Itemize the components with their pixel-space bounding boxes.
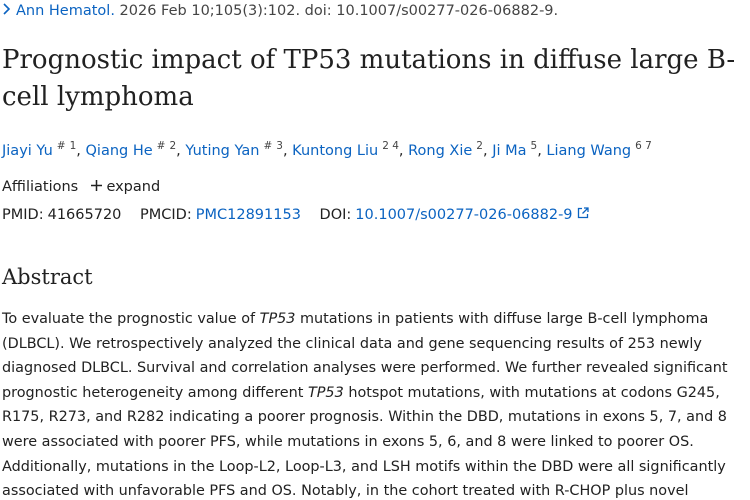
author-separator: , xyxy=(76,142,81,159)
identifiers: PMID: 41665720 PMCID: PMC12891153 DOI: 10.1… xyxy=(2,207,589,223)
affiliation-numbers: 2 xyxy=(476,140,483,152)
affiliations-label: Affiliations xyxy=(2,179,79,195)
plus-icon xyxy=(90,180,102,191)
author-name[interactable]: Jiayi Yu xyxy=(2,142,53,159)
author-separator: , xyxy=(398,142,404,159)
author-name[interactable]: Liang Wang xyxy=(546,142,632,159)
abstract-segment: mutations in patients with diffuse large… xyxy=(2,311,728,401)
author-separator: , xyxy=(176,142,181,159)
author-name[interactable]: Ji Ma xyxy=(492,142,527,159)
author-name[interactable]: Kuntong Liu xyxy=(292,142,379,159)
author-separator: , xyxy=(482,142,488,159)
author-separator: , xyxy=(282,142,288,159)
equal-contribution-mark: # xyxy=(156,140,166,152)
affiliation-numbers: 1 xyxy=(69,140,77,152)
doi-link[interactable]: 10.1007/s00277-026-06882-9 xyxy=(355,207,573,223)
author-name[interactable]: Yuting Yan xyxy=(185,142,260,159)
doi-label: DOI: xyxy=(319,207,352,223)
journal-link[interactable]: Ann Hematol. xyxy=(16,3,115,19)
affiliation-numbers: 2 xyxy=(169,140,177,152)
pmid-label: PMID: xyxy=(2,207,44,223)
abstract-text: To evaluate the prognostic value of TP53… xyxy=(2,307,744,500)
pmcid-link[interactable]: PMC12891153 xyxy=(195,207,301,223)
chevron-icon xyxy=(3,3,11,15)
citation: Ann Hematol. 2026 Feb 10;105(3):102. doi… xyxy=(2,3,558,19)
affiliation-numbers: 5 xyxy=(530,140,538,152)
abstract-heading: Abstract xyxy=(2,265,93,289)
affiliation-numbers: 6 7 xyxy=(635,140,652,152)
expand-label: expand xyxy=(106,179,161,195)
gene-name: TP53 xyxy=(307,384,344,401)
author-name[interactable]: Qiang He xyxy=(85,142,153,159)
equal-contribution-mark: # xyxy=(56,140,66,152)
author-name[interactable]: Rong Xie xyxy=(408,142,473,159)
author-separator: , xyxy=(537,142,542,159)
pmid: 41665720 xyxy=(47,207,122,223)
affiliations-row: Affiliations expand xyxy=(2,179,160,195)
abstract-segment: hotspot mutations, with mutations at cod… xyxy=(2,384,727,500)
affiliation-numbers: 3 xyxy=(276,140,283,152)
authors-list: Jiayi Yu #1, Qiang He #2, Yuting Yan #3, Ku… xyxy=(2,140,652,159)
equal-contribution-mark: # xyxy=(263,140,273,152)
article-title: Prognostic impact of TP53 mutations in d… xyxy=(2,45,736,112)
citation-details: 2026 Feb 10;105(3):102. doi: 10.1007/s00… xyxy=(119,3,559,19)
abstract-segment: To evaluate the prognostic value of xyxy=(2,311,260,327)
pmcid-label: PMCID: xyxy=(140,207,192,223)
external-link-icon xyxy=(578,207,589,219)
expand-button[interactable]: expand xyxy=(90,179,161,195)
gene-name: TP53 xyxy=(259,311,296,327)
affiliation-numbers: 2 4 xyxy=(382,140,399,152)
